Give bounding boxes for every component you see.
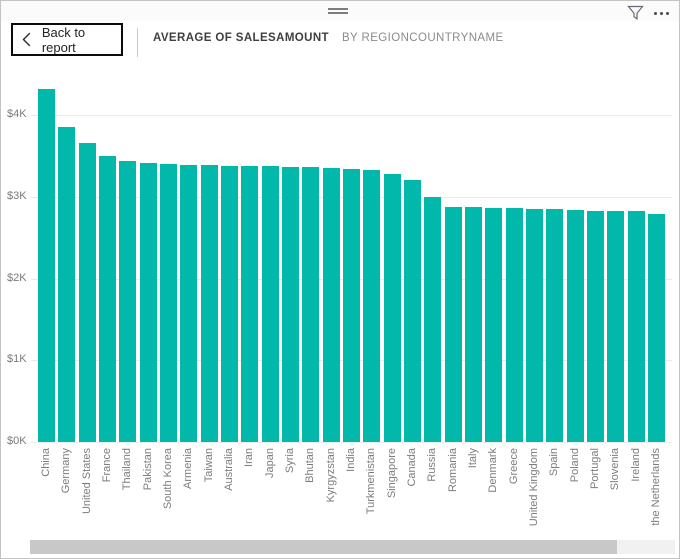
y-axis-tick-label: $4K <box>7 108 27 120</box>
x-axis-label: Ireland <box>629 448 642 482</box>
bar[interactable] <box>200 165 218 442</box>
bar[interactable] <box>647 214 665 442</box>
x-axis-label: Spain <box>548 448 561 477</box>
x-axis-label: Armenia <box>182 448 195 489</box>
x-axis-label: Thailand <box>121 448 134 491</box>
bar[interactable] <box>627 211 645 442</box>
bar[interactable] <box>464 207 482 442</box>
x-axis-label: United Kingdom <box>527 448 540 527</box>
bar[interactable] <box>261 166 279 442</box>
x-axis-label: Poland <box>568 448 581 483</box>
bar[interactable] <box>302 167 320 442</box>
bar[interactable] <box>58 127 76 442</box>
chevron-left-icon <box>22 32 31 47</box>
bar[interactable] <box>98 156 116 442</box>
bar[interactable] <box>38 89 55 442</box>
x-axis-label: Japan <box>263 448 276 478</box>
bar[interactable] <box>383 174 401 442</box>
back-button-label: Back to report <box>41 24 86 55</box>
x-axis-label: Turkmenistan <box>365 448 378 515</box>
bar[interactable] <box>119 161 137 442</box>
x-axis-label: Slovenia <box>609 448 622 491</box>
x-axis-label: Pakistan <box>141 448 154 491</box>
chart-title: AVERAGE OF SALESAMOUNT <box>153 32 329 44</box>
bar[interactable] <box>241 166 259 442</box>
bar[interactable] <box>322 168 340 442</box>
bar[interactable] <box>78 143 96 442</box>
x-axis-label: South Korea <box>161 448 174 510</box>
bar[interactable] <box>281 167 299 442</box>
bar[interactable] <box>159 164 177 442</box>
x-axis-label: Canada <box>405 448 418 487</box>
y-axis-tick-label: $1K <box>7 353 27 366</box>
bar[interactable] <box>566 210 584 442</box>
x-axis-label: the Netherlands <box>649 448 662 526</box>
toolbar-divider <box>137 28 138 57</box>
gridline <box>31 442 672 443</box>
gridline <box>31 115 672 116</box>
bar[interactable] <box>525 209 543 442</box>
x-axis-label: India <box>344 448 357 472</box>
more-options-icon[interactable] <box>652 8 671 19</box>
x-axis-label: Taiwan <box>202 448 215 483</box>
y-axis-tick-label: $0K <box>7 435 27 447</box>
x-axis-label: Portugal <box>588 448 601 489</box>
horizontal-scrollbar-track[interactable] <box>617 540 675 554</box>
bar[interactable] <box>363 170 381 442</box>
top-bar <box>1 1 679 21</box>
bar[interactable] <box>485 208 503 442</box>
bar[interactable] <box>403 180 421 442</box>
chart-header: AVERAGE OF SALESAMOUNT BY REGIONCOUNTRYN… <box>153 32 504 44</box>
bar[interactable] <box>342 169 360 442</box>
x-axis-label: Australia <box>222 448 235 491</box>
chart-subtitle: BY REGIONCOUNTRYNAME <box>341 32 504 44</box>
bar[interactable] <box>444 207 462 442</box>
bar[interactable] <box>546 209 564 442</box>
x-axis-label: Russia <box>426 448 439 482</box>
y-axis-tick-label: $2K <box>7 271 27 284</box>
x-axis-label: Greece <box>507 448 520 485</box>
bar[interactable] <box>220 166 238 442</box>
x-axis-label: Italy <box>466 448 479 469</box>
bar[interactable] <box>505 208 523 442</box>
x-axis-label: France <box>100 448 113 483</box>
filter-icon[interactable] <box>627 5 644 21</box>
x-axis-label: Iran <box>243 448 256 467</box>
x-axis-label: Bhutan <box>304 448 317 483</box>
x-axis-label: Romania <box>446 448 459 493</box>
x-axis-label: China <box>40 448 52 477</box>
back-to-report-button[interactable]: Back to report <box>11 23 123 56</box>
plot-area <box>38 76 665 442</box>
x-axis-label: Singapore <box>385 448 398 499</box>
y-axis-tick-label: $3K <box>7 189 27 202</box>
bar[interactable] <box>139 163 157 442</box>
bar[interactable] <box>180 165 198 442</box>
bar[interactable] <box>607 211 625 442</box>
x-axis-label: Kyrgyzstan <box>324 448 337 503</box>
x-axis-labels: China Germany United States France Thailand P… <box>38 448 665 540</box>
x-axis-label: Denmark <box>487 448 500 493</box>
x-axis-label: Germany <box>60 448 73 494</box>
x-axis-label: United States <box>80 448 93 515</box>
bar[interactable] <box>424 197 442 442</box>
x-axis-label: Syria <box>283 448 296 474</box>
horizontal-scrollbar-thumb[interactable] <box>30 540 617 554</box>
drag-handle-icon[interactable] <box>328 8 348 16</box>
bar[interactable] <box>586 211 604 442</box>
